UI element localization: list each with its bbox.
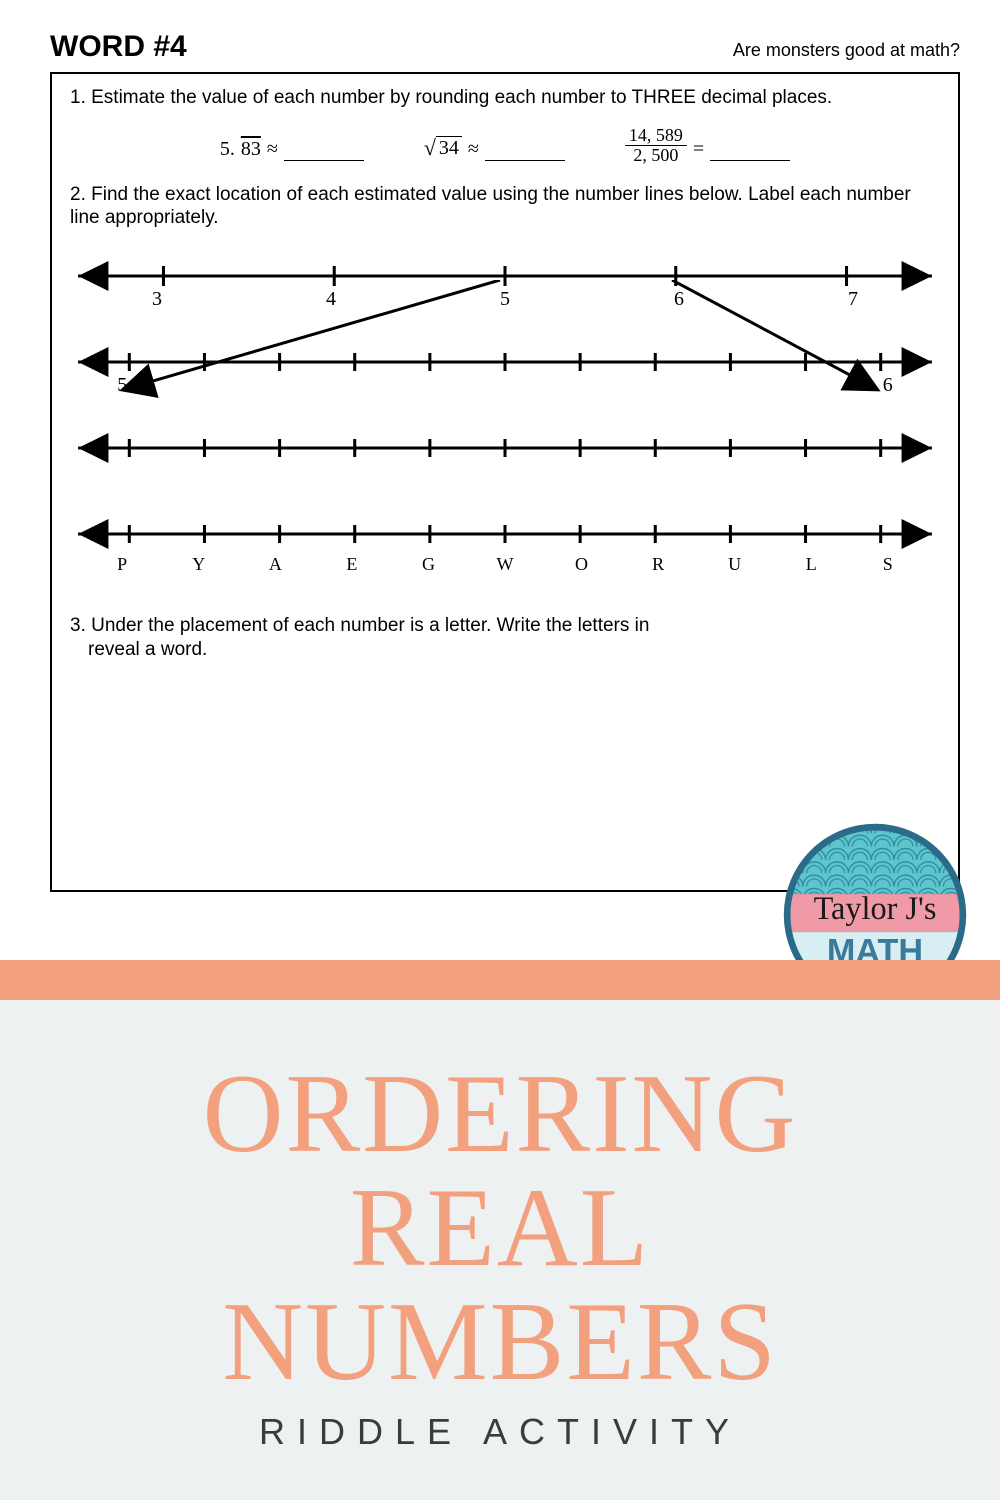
expr-repeating-decimal: 5. 83 ≈ <box>220 138 364 161</box>
question-3-text: 3. Under the placement of each number is… <box>70 615 649 636</box>
nl4-letter: Y <box>192 554 205 575</box>
number-line-3 <box>70 430 940 470</box>
nl1-label: 4 <box>326 288 336 311</box>
nl1-label: 6 <box>674 288 684 311</box>
number-line-2: 56 <box>70 344 940 384</box>
nl1-label: 5 <box>500 288 510 311</box>
sqrt-radicand: 34 <box>436 136 462 160</box>
riddle-question: Are monsters good at math? <box>733 40 960 61</box>
worksheet: WORD #4 Are monsters good at math? 1. Es… <box>0 0 1000 892</box>
nl4-letter: G <box>422 554 435 575</box>
banner-body: ORDERING REAL NUMBERS RIDDLE ACTIVITY <box>0 1000 1000 1500</box>
expr-fraction: 14, 589 2, 500 = <box>625 122 790 161</box>
nl4-letter: E <box>346 554 357 575</box>
question-3: 3. Under the placement of each number is… <box>70 614 940 662</box>
question-3-text-line2: reveal a word. <box>70 639 207 660</box>
title-banner: ORDERING REAL NUMBERS RIDDLE ACTIVITY <box>0 960 1000 1500</box>
nl4-letter: S <box>883 554 893 575</box>
expr1-prefix: 5. <box>220 138 235 161</box>
nl4-letter: A <box>269 554 282 575</box>
blank-1 <box>284 145 364 161</box>
question-1: 1. Estimate the value of each number by … <box>70 86 940 110</box>
banner-title-line-2: REAL <box>203 1171 798 1285</box>
nl4-letter: O <box>575 554 588 575</box>
blank-3 <box>710 145 790 161</box>
approx-symbol-1: ≈ <box>267 138 278 161</box>
number-line-1: 34567 <box>70 258 940 298</box>
nl4-letter: W <box>497 554 514 575</box>
blank-2 <box>485 145 565 161</box>
number-line-3-svg <box>70 430 940 470</box>
question-1-text: 1. Estimate the value of each number by … <box>70 87 832 108</box>
number-line-4-svg <box>70 516 940 556</box>
sqrt-symbol: √34 <box>424 135 462 161</box>
expr-sqrt: √34 ≈ <box>424 135 565 161</box>
banner-subtitle: RIDDLE ACTIVITY <box>259 1411 741 1453</box>
logo-line1: Taylor J's <box>814 890 937 926</box>
approx-symbol-2: ≈ <box>468 138 479 161</box>
nl4-letter: P <box>117 554 127 575</box>
banner-title-line-3: NUMBERS <box>203 1285 798 1399</box>
nl4-letter: L <box>806 554 817 575</box>
question-2: 2. Find the exact location of each estim… <box>70 183 940 231</box>
fraction-numerator: 14, 589 <box>625 126 687 146</box>
equals-symbol: = <box>693 138 704 161</box>
fraction-denominator: 2, 500 <box>629 146 682 165</box>
radical-sign: √ <box>424 135 436 161</box>
question-2-text: 2. Find the exact location of each estim… <box>70 184 911 229</box>
nl4-letter: U <box>728 554 741 575</box>
fraction: 14, 589 2, 500 <box>625 126 687 165</box>
number-line-2-svg <box>70 344 940 384</box>
banner-title-line-1: ORDERING <box>203 1057 798 1171</box>
number-lines-container: 34567 56 <box>70 258 940 556</box>
word-number-label: WORD #4 <box>50 30 187 64</box>
expr1-repeat: 83 <box>241 138 261 161</box>
nl1-label: 7 <box>848 288 858 311</box>
banner-title: ORDERING REAL NUMBERS <box>203 1057 798 1400</box>
number-line-4: PYAEGWORULS <box>70 516 940 556</box>
math-expressions-row: 5. 83 ≈ √34 ≈ 14, 589 2, 500 = <box>70 122 940 161</box>
nl2-label: 5 <box>117 374 127 397</box>
nl4-letter: R <box>652 554 664 575</box>
worksheet-header: WORD #4 Are monsters good at math? <box>50 30 960 64</box>
banner-stripe <box>0 960 1000 1000</box>
nl2-label: 6 <box>883 374 893 397</box>
nl1-label: 3 <box>152 288 162 311</box>
worksheet-box: 1. Estimate the value of each number by … <box>50 72 960 892</box>
